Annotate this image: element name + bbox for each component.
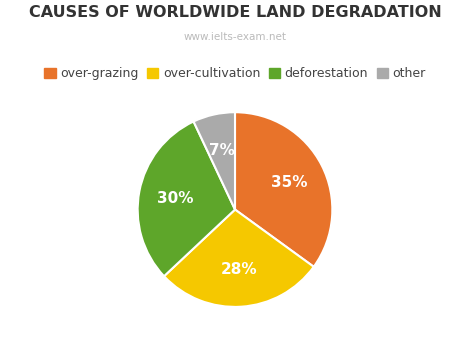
Wedge shape: [164, 210, 314, 307]
Text: CAUSES OF WORLDWIDE LAND DEGRADATION: CAUSES OF WORLDWIDE LAND DEGRADATION: [29, 5, 441, 20]
Text: www.ielts-exam.net: www.ielts-exam.net: [183, 32, 287, 42]
Wedge shape: [194, 112, 235, 210]
Legend: over-grazing, over-cultivation, deforestation, other: over-grazing, over-cultivation, deforest…: [39, 62, 431, 85]
Wedge shape: [138, 121, 235, 276]
Text: 35%: 35%: [271, 175, 307, 190]
Text: 7%: 7%: [209, 143, 235, 158]
Text: 30%: 30%: [157, 191, 194, 206]
Wedge shape: [235, 112, 332, 267]
Text: 28%: 28%: [220, 262, 257, 277]
